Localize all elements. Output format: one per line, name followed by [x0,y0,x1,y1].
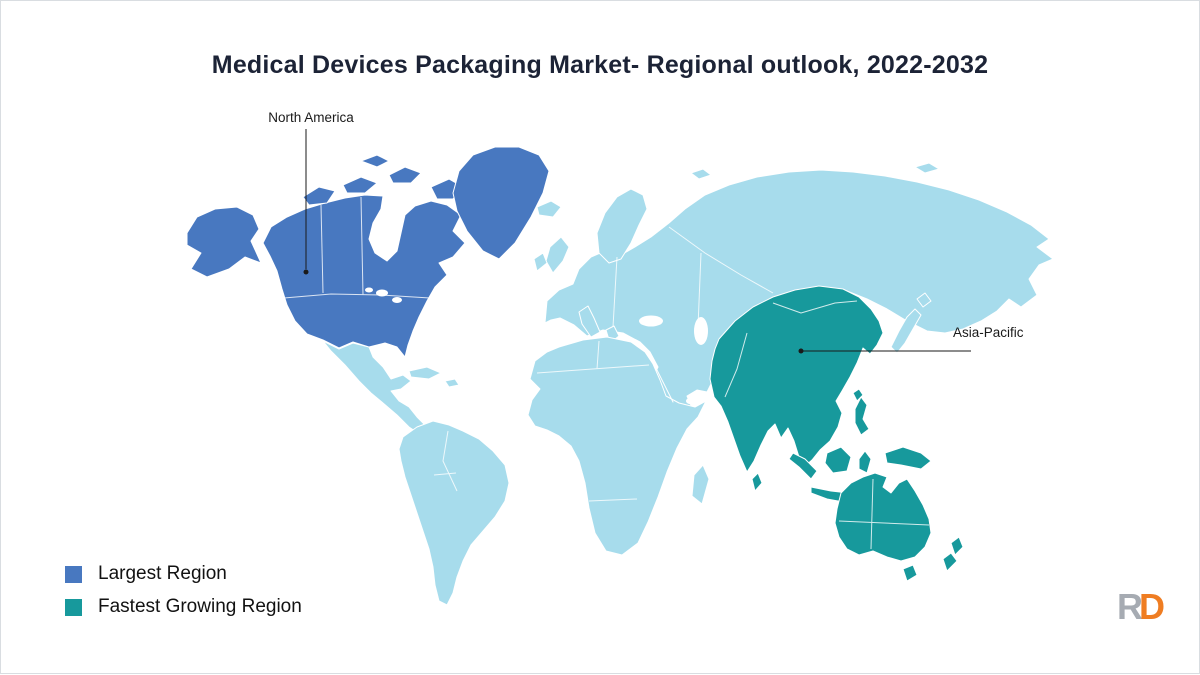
brand-logo-letter-r: R [1117,586,1143,627]
legend: Largest Region Fastest Growing Region [65,563,302,618]
great-lake-3 [365,287,373,293]
landmass-philippines [854,396,870,436]
landmass-sri-lanka [751,472,763,492]
landmass-new-zealand-north [950,536,964,556]
landmass-sumatra [788,452,818,480]
annotations: North America Asia-Pacific [268,110,1024,354]
landmass-iceland [536,200,562,218]
landmass-japan-north [916,292,932,308]
landmass-australia [834,472,932,562]
landmass-ireland [533,252,548,272]
great-lake-2 [392,297,402,303]
landmass-scandinavia [596,188,648,264]
black-sea [639,315,663,327]
brand-logo: RD [1117,586,1165,627]
persian-gulf [686,397,698,405]
landmass-asia-main [709,285,884,473]
red-sea [646,349,674,403]
landmass-italy [578,305,601,338]
country-borders [283,196,930,550]
legend-label-fastest-growing-region: Fastest Growing Region [98,596,302,617]
landmass-cuba [408,366,442,380]
legend-swatch-fastest-growing-region [65,598,82,616]
region-north-america [186,146,550,358]
legend-item-largest-region: Largest Region [65,563,302,585]
legend-swatch-largest-region [65,565,82,583]
landmass-canada-usa [262,194,466,358]
legend-label-largest-region: Largest Region [98,563,227,584]
landmass-siberian-islands [914,162,940,174]
region-asia-pacific [709,285,964,582]
region-other [322,162,1054,606]
legend-item-fastest-growing-region: Fastest Growing Region [65,596,302,618]
landmass-arctic-island-1 [302,186,336,206]
landmass-south-america [398,420,510,606]
chart-title: Medical Devices Packaging Market- Region… [211,51,989,79]
brand-logo-letter-d: D [1139,586,1165,627]
landmass-svalbard [690,168,712,180]
landmass-new-guinea [884,446,932,470]
asia-pacific-leader-dot [798,348,804,354]
landmass-hispaniola [444,378,460,388]
landmass-new-zealand-south [942,552,958,572]
landmass-sulawesi [858,450,872,474]
landmass-africa [527,336,707,556]
caspian-sea [694,317,708,345]
north-america-label: North America [268,110,354,125]
landmass-arctic-island-2 [342,176,378,194]
landmass-borneo [824,446,852,474]
asia-pacific-label: Asia-Pacific [953,325,1024,340]
landmass-taiwan [852,388,864,402]
landmass-madagascar [691,464,710,505]
landmass-greenland [452,146,550,260]
landmass-arctic-island-4 [360,154,390,168]
landmass-arctic-island-3 [388,166,422,184]
landmass-central-america [322,340,428,436]
landmass-tasmania [902,564,918,582]
north-america-leader-dot [303,269,309,275]
landmass-alaska [186,206,262,278]
landmass-japan [890,308,922,354]
landmass-uk [545,236,570,274]
